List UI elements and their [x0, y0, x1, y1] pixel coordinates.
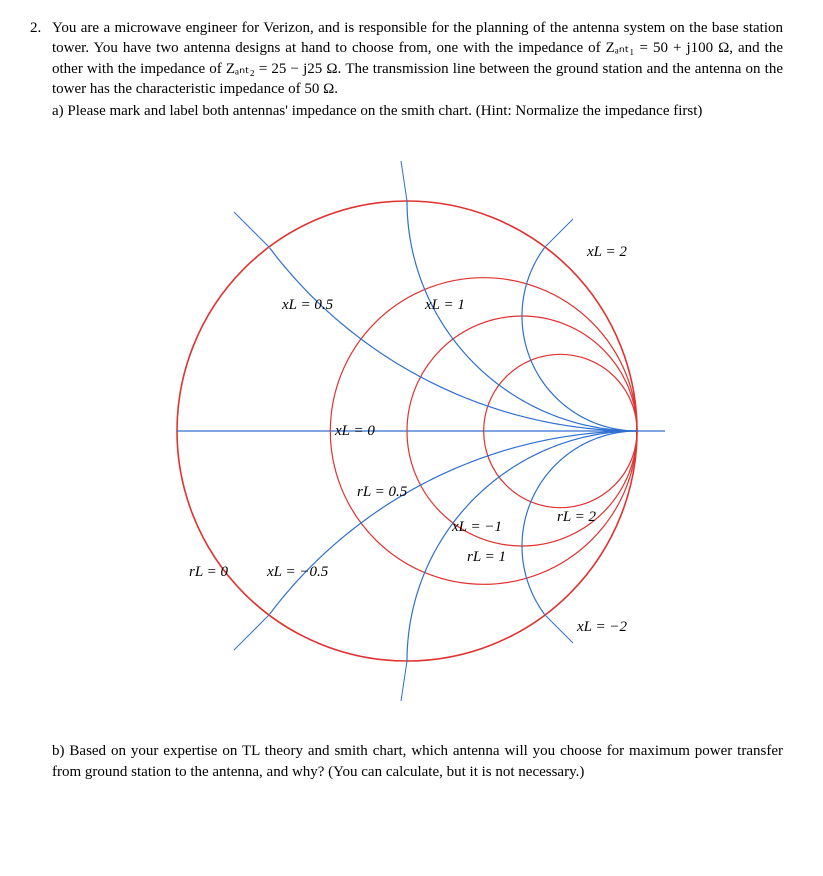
question-block: 2. You are a microwave engineer for Veri…	[30, 18, 783, 121]
chart-label-rl1: rL = 1	[467, 549, 506, 565]
chart-label-xlm05: xL = −0.5	[266, 564, 329, 580]
question-text: You are a microwave engineer for Verizon…	[52, 18, 783, 121]
question-body: You are a microwave engineer for Verizon…	[52, 20, 783, 97]
chart-label-rl05: rL = 0.5	[357, 484, 408, 500]
smith-chart-container: rL = 0 rL = 0.5 rL = 1 rL = 2 xL = 0 xL = 0.5…	[30, 151, 783, 711]
chart-label-xlm2: xL = −2	[576, 619, 627, 635]
chart-label-xl1: xL = 1	[424, 297, 465, 313]
chart-label-xl0: xL = 0	[334, 423, 375, 439]
chart-label-rl2: rL = 2	[557, 509, 597, 525]
question-number: 2.	[30, 18, 52, 38]
question-part-a: a) Please mark and label both antennas' …	[52, 101, 783, 121]
chart-label-xl05: xL = 0.5	[281, 297, 334, 313]
smith-chart: rL = 0 rL = 0.5 rL = 1 rL = 2 xL = 0 xL = 0.5…	[127, 151, 687, 711]
chart-label-xlm1: xL = −1	[451, 519, 502, 535]
chart-label-xl2: xL = 2	[586, 244, 627, 260]
question-part-b: b) Based on your expertise on TL theory …	[52, 741, 783, 782]
chart-label-rl0: rL = 0	[189, 564, 229, 580]
